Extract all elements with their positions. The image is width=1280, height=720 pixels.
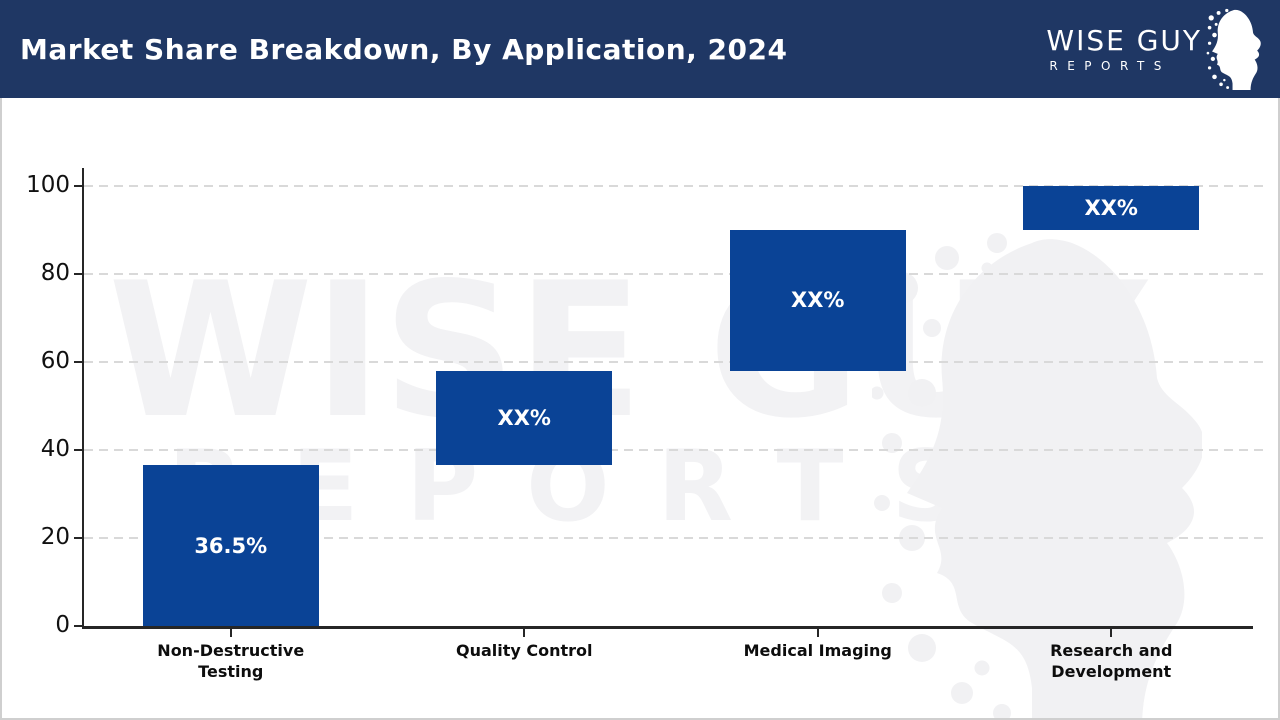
y-tick-label: 20: [40, 524, 70, 550]
bar-value-label: XX%: [497, 406, 551, 431]
x-tick-label: Quality Control: [374, 640, 674, 661]
y-tick: [74, 185, 83, 187]
x-tick: [523, 629, 526, 637]
x-axis-line: [82, 626, 1253, 629]
y-tick-label: 40: [40, 436, 70, 462]
x-tick-label: Medical Imaging: [668, 640, 968, 661]
y-tick: [74, 537, 83, 539]
y-tick: [74, 449, 83, 451]
x-tick-label-line: Non-Destructive: [157, 641, 305, 660]
y-tick-label: 100: [26, 172, 70, 198]
page-border-bottom: [0, 718, 1280, 720]
x-tick-label-line: Development: [1051, 662, 1172, 681]
x-tick-label-line: Medical Imaging: [743, 641, 892, 660]
logo-wordmark: WISE GUY REPORTS: [1046, 23, 1202, 73]
logo-wordmark-line1: WISE GUY: [1046, 23, 1202, 57]
x-tick: [1110, 629, 1113, 637]
bar-segment: [729, 230, 906, 371]
bar-value-label: 36.5%: [194, 533, 268, 558]
logo-wordmark-line2: REPORTS: [1049, 58, 1171, 73]
y-tick-label: 80: [40, 260, 70, 286]
bar-segment: [436, 370, 613, 466]
bar-segment: [1023, 186, 1200, 230]
x-tick-label-line: Testing: [198, 662, 264, 681]
x-tick-label: Non-Destructive Testing: [81, 640, 381, 682]
header: Market Share Breakdown, By Application, …: [0, 0, 1280, 98]
y-tick-label: 0: [55, 612, 70, 638]
x-tick-label-line: Quality Control: [455, 641, 593, 660]
page-border-right: [1278, 98, 1280, 720]
y-tick-label: 60: [40, 348, 70, 374]
page-border-left: [0, 98, 2, 720]
y-tick: [74, 625, 83, 627]
x-tick-label-line: Research and: [1050, 641, 1173, 660]
gridline: [84, 537, 1264, 539]
gridline: [84, 273, 1264, 275]
logo-face-icon: [1206, 8, 1261, 90]
bar-value-label: XX%: [791, 288, 845, 313]
page-title: Market Share Breakdown, By Application, …: [20, 32, 788, 66]
gridline: [84, 361, 1264, 363]
y-tick: [74, 273, 83, 275]
y-axis-line: [82, 168, 84, 629]
y-tick: [74, 361, 83, 363]
watermark-wordmark: WISE GUY: [108, 242, 1147, 459]
x-tick-label: Research and Development: [961, 640, 1261, 682]
gridline: [84, 449, 1264, 451]
bar-segment: [142, 465, 319, 626]
x-tick: [229, 629, 232, 637]
gridline: [84, 185, 1264, 187]
brand-logo: WISE GUY REPORTS: [1046, 8, 1280, 90]
bar-value-label: XX%: [1084, 196, 1138, 220]
x-tick: [816, 629, 819, 637]
